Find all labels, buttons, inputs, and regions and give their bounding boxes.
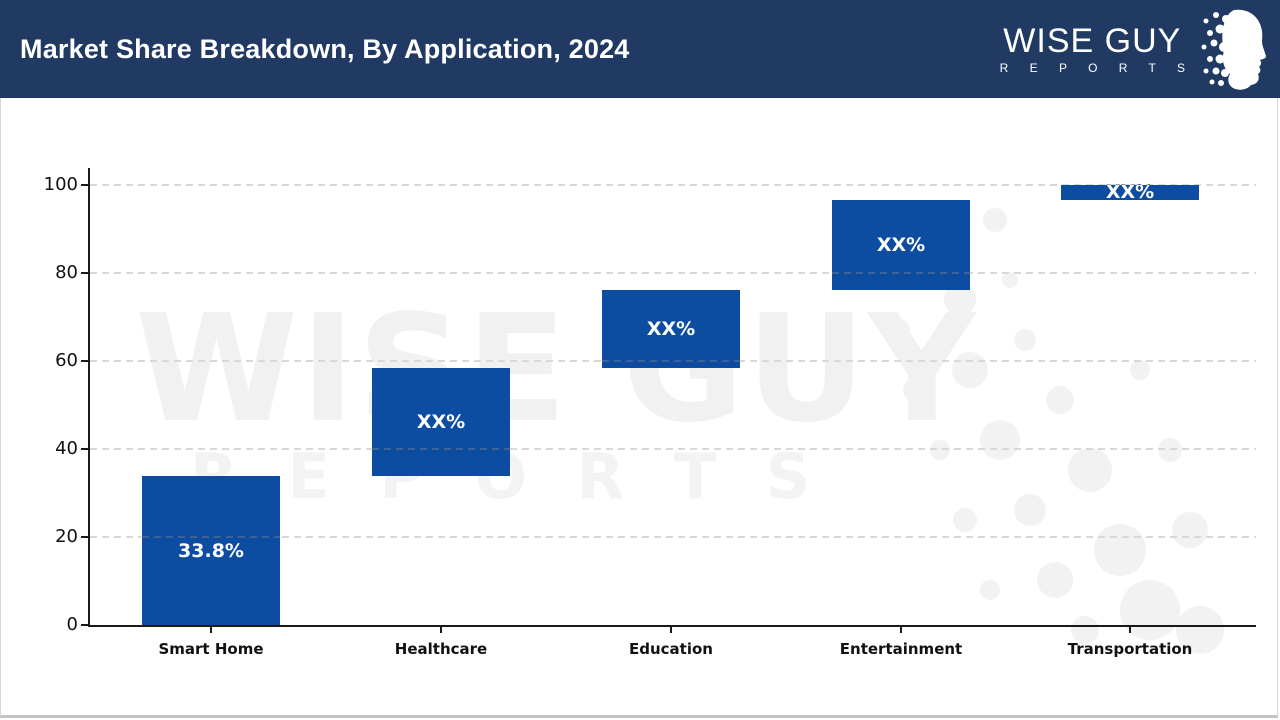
y-tick-0 — [81, 624, 88, 626]
x-tick-2 — [670, 627, 672, 633]
header-bar: Market Share Breakdown, By Application, … — [0, 0, 1280, 98]
y-tick-80 — [81, 272, 88, 274]
gridline-40 — [90, 448, 1256, 450]
y-tick-label-100: 100 — [43, 174, 78, 195]
bar-value-label: 33.8% — [178, 539, 244, 562]
gridline-20 — [90, 536, 1256, 538]
logo-tagline: R E P O R T S — [999, 60, 1194, 75]
y-tick-20 — [81, 536, 88, 538]
logo-name: WISE GUY — [1003, 21, 1182, 60]
x-axis-line — [88, 625, 1256, 627]
gridline-overlay-20 — [142, 536, 280, 538]
category-label-education: Education — [629, 640, 713, 658]
bar-value-label: XX% — [1105, 185, 1155, 200]
chart-title: Market Share Breakdown, By Application, … — [20, 33, 630, 64]
bar-smart-home: 33.8% — [142, 476, 280, 625]
gridline-overlay-40 — [372, 448, 510, 450]
y-tick-label-60: 60 — [55, 350, 78, 371]
category-label-transportation: Transportation — [1067, 640, 1193, 658]
bar-value-label: XX% — [876, 233, 926, 256]
bar-education: XX% — [602, 289, 740, 369]
gridline-100 — [90, 184, 1256, 186]
bar-healthcare: XX% — [372, 368, 510, 477]
logo-text: WISE GUY R E P O R T S — [991, 24, 1194, 75]
watermark-text-line1: WISE GUY — [135, 283, 978, 455]
gridline-80 — [90, 272, 1256, 274]
category-label-healthcare: Healthcare — [394, 640, 488, 658]
x-tick-0 — [210, 627, 212, 633]
bar-entertainment: XX% — [832, 199, 970, 290]
x-tick-1 — [440, 627, 442, 633]
y-tick-60 — [81, 360, 88, 362]
gridline-overlay-80 — [832, 272, 970, 274]
category-label-smart-home: Smart Home — [158, 640, 264, 658]
logo-face-icon — [1201, 9, 1266, 90]
gridline-overlay-60 — [602, 360, 740, 362]
y-tick-label-40: 40 — [55, 438, 78, 459]
category-label-entertainment: Entertainment — [839, 640, 963, 658]
y-tick-100 — [81, 184, 88, 186]
bar-value-label: XX% — [646, 317, 696, 340]
y-tick-label-0: 0 — [66, 614, 78, 635]
y-tick-40 — [81, 448, 88, 450]
x-tick-3 — [900, 627, 902, 633]
bar-value-label: XX% — [416, 411, 466, 434]
y-axis-line — [88, 168, 90, 627]
x-tick-4 — [1129, 627, 1131, 633]
bar-transportation: XX% — [1061, 185, 1199, 200]
y-tick-label-20: 20 — [55, 526, 78, 547]
y-tick-label-80: 80 — [55, 262, 78, 283]
wise-guy-logo: WISE GUY R E P O R T S — [991, 7, 1266, 91]
